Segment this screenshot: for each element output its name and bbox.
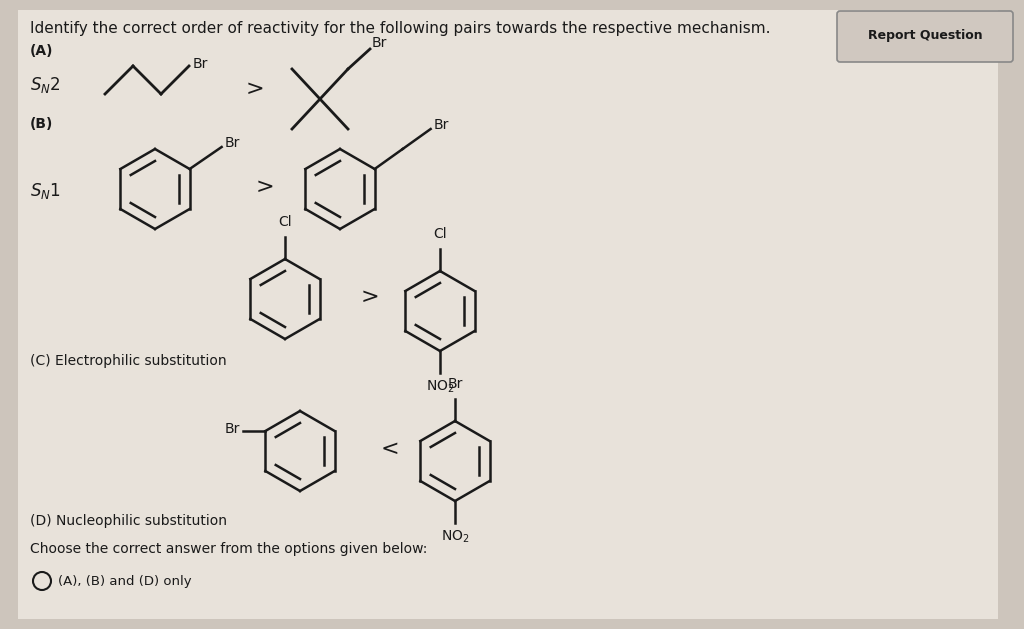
Text: Cl: Cl — [279, 215, 292, 229]
Text: (A), (B) and (D) only: (A), (B) and (D) only — [58, 574, 191, 587]
Text: Br: Br — [224, 136, 240, 150]
FancyBboxPatch shape — [837, 11, 1013, 62]
Text: Report Question: Report Question — [867, 30, 982, 43]
Text: Br: Br — [372, 36, 387, 50]
Text: >: > — [360, 287, 379, 307]
Text: Br: Br — [433, 118, 449, 132]
Text: (C) Electrophilic substitution: (C) Electrophilic substitution — [30, 354, 226, 368]
Text: NO$_2$: NO$_2$ — [426, 379, 455, 396]
Text: (B): (B) — [30, 117, 53, 131]
Text: Br: Br — [193, 57, 208, 71]
Text: $S_N2$: $S_N2$ — [30, 75, 60, 95]
Text: $S_N1$: $S_N1$ — [30, 181, 60, 201]
Text: >: > — [246, 79, 264, 99]
Text: >: > — [256, 177, 274, 197]
Text: Identify the correct order of reactivity for the following pairs towards the res: Identify the correct order of reactivity… — [30, 21, 770, 35]
Text: Choose the correct answer from the options given below:: Choose the correct answer from the optio… — [30, 542, 427, 556]
Text: (A): (A) — [30, 44, 53, 58]
Text: Cl: Cl — [433, 227, 446, 241]
Text: Br: Br — [447, 377, 463, 391]
Text: NO$_2$: NO$_2$ — [440, 529, 469, 545]
Text: <: < — [381, 439, 399, 459]
Text: Br: Br — [225, 422, 241, 436]
Text: (D) Nucleophilic substitution: (D) Nucleophilic substitution — [30, 514, 227, 528]
